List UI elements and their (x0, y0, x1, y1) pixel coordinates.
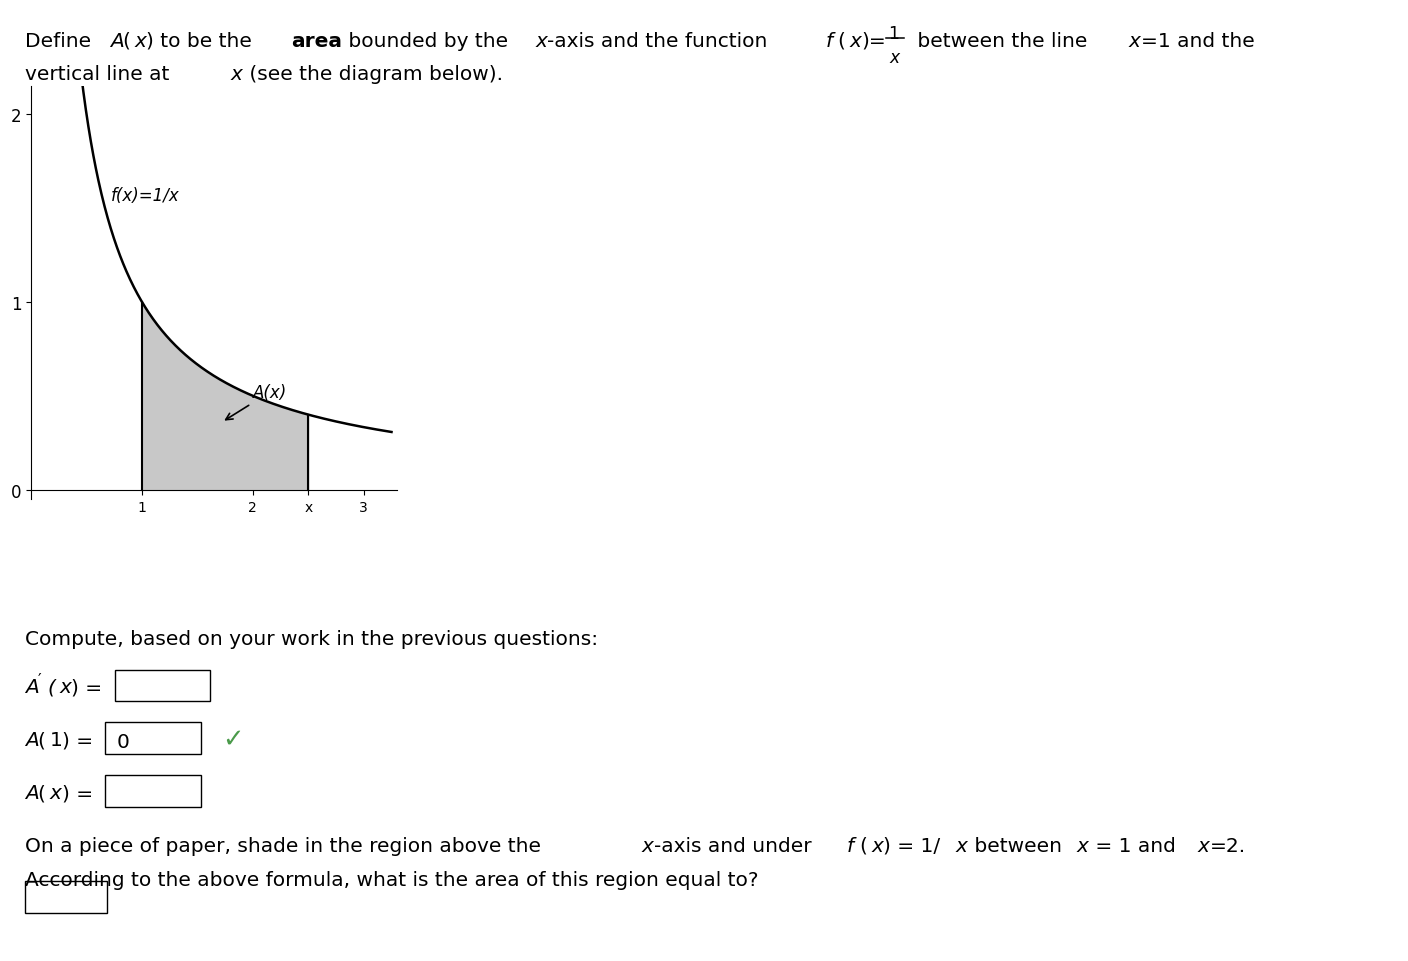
Text: 1: 1 (49, 730, 62, 750)
Text: x: x (59, 678, 70, 697)
Text: On a piece of paper, shade in the region above the: On a piece of paper, shade in the region… (25, 836, 548, 855)
Text: f(x)=1/x: f(x)=1/x (111, 186, 180, 205)
Text: (: ( (122, 32, 130, 51)
Text: between the line: between the line (911, 32, 1094, 51)
Text: Compute, based on your work in the previous questions:: Compute, based on your work in the previ… (25, 629, 598, 649)
Text: f: f (848, 836, 855, 855)
Text: = 1 and: = 1 and (1088, 836, 1181, 855)
Text: A: A (110, 32, 124, 51)
Text: x: x (1197, 836, 1209, 855)
Text: A(x): A(x) (225, 383, 287, 420)
Text: =1 and the: =1 and the (1140, 32, 1255, 51)
Text: x: x (872, 836, 883, 855)
Text: ) to be the: ) to be the (146, 32, 259, 51)
Text: A: A (25, 783, 39, 802)
Text: (: ( (859, 836, 867, 855)
Text: ) =: ) = (72, 678, 103, 697)
Text: ) =: ) = (62, 730, 93, 750)
Text: 1: 1 (888, 25, 900, 43)
Text: (: ( (38, 783, 45, 802)
Text: )=: )= (862, 32, 886, 51)
Text: (: ( (46, 678, 55, 697)
Text: area: area (291, 32, 342, 51)
Text: -axis and the function: -axis and the function (548, 32, 774, 51)
Text: x: x (956, 836, 967, 855)
Text: x: x (642, 836, 653, 855)
Text: A: A (25, 730, 39, 750)
Text: (: ( (38, 730, 45, 750)
Text: ) =: ) = (62, 783, 93, 802)
Text: Define: Define (25, 32, 97, 51)
Text: x: x (1077, 836, 1088, 855)
Text: x: x (849, 32, 862, 51)
Text: According to the above formula, what is the area of this region equal to?: According to the above formula, what is … (25, 870, 759, 889)
Text: ) = 1/: ) = 1/ (883, 836, 941, 855)
Text: (: ( (838, 32, 845, 51)
Text: f: f (825, 32, 832, 51)
Text: x: x (49, 783, 62, 802)
Text: =2.: =2. (1209, 836, 1246, 855)
Text: A: A (25, 678, 39, 697)
Text: x: x (231, 65, 242, 85)
Text: x: x (890, 49, 900, 67)
Text: ′: ′ (38, 673, 41, 688)
Text: 0: 0 (115, 732, 130, 752)
Text: x: x (535, 32, 548, 51)
Text: between: between (967, 836, 1069, 855)
Text: -axis and under: -axis and under (653, 836, 818, 855)
Text: x: x (1129, 32, 1140, 51)
Text: x: x (134, 32, 146, 51)
Text: (see the diagram below).: (see the diagram below). (242, 65, 503, 85)
Text: vertical line at: vertical line at (25, 65, 176, 85)
Text: ✓: ✓ (221, 726, 244, 752)
Text: bounded by the: bounded by the (342, 32, 514, 51)
